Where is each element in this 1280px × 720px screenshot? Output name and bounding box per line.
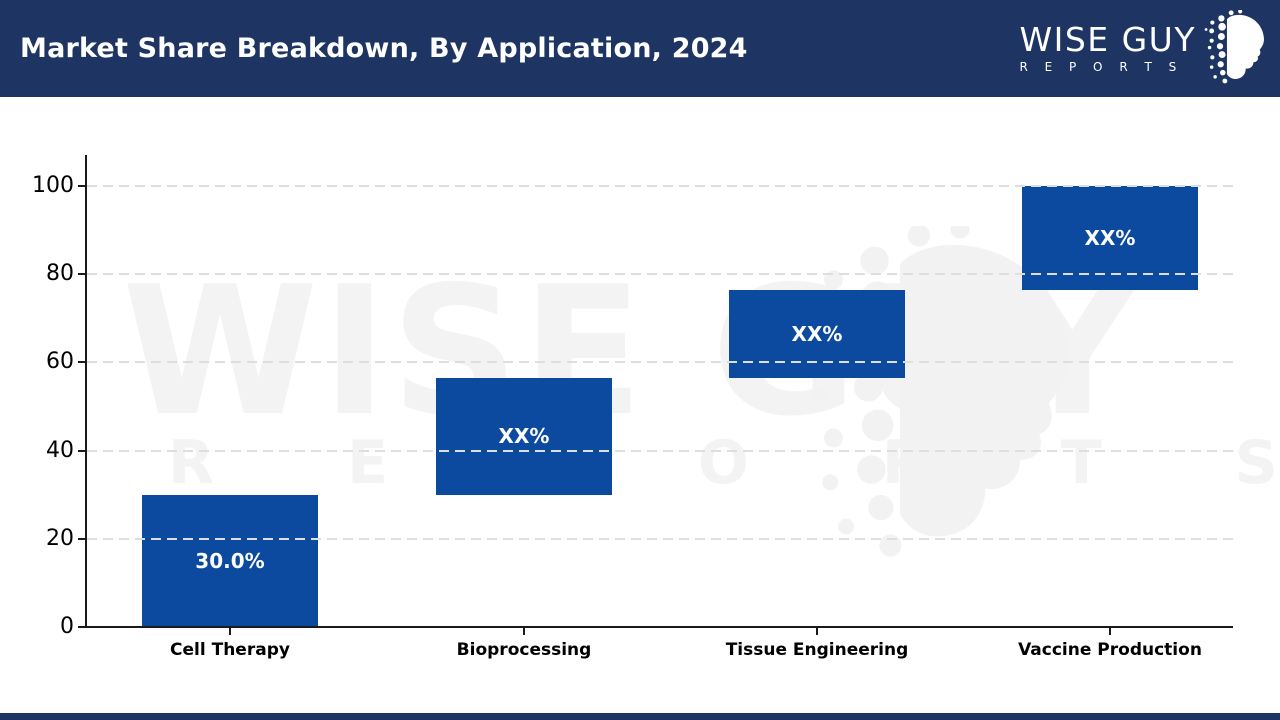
y-tick-mark	[78, 185, 86, 187]
y-tick-mark	[78, 449, 86, 452]
x-category-label: Bioprocessing	[456, 640, 592, 660]
bar-cell-therapy: 30.0%	[142, 494, 318, 627]
page-title: Market Share Breakdown, By Application, …	[20, 33, 748, 64]
bar-bioprocessing: XX%	[436, 377, 612, 495]
x-tick-mark	[1109, 628, 1111, 635]
x-tick-mark	[816, 628, 818, 635]
y-tick-mark	[78, 537, 86, 540]
bar-value-label: XX%	[498, 424, 550, 449]
y-tick-label: 60	[46, 349, 74, 375]
y-tick-label: 20	[46, 525, 74, 551]
y-tick-mark	[78, 273, 86, 276]
y-tick-mark	[78, 626, 86, 628]
header-bar: Market Share Breakdown, By Application, …	[0, 0, 1280, 97]
gridline	[87, 273, 1233, 276]
y-tick-label: 0	[60, 614, 74, 639]
x-tick-mark	[523, 628, 525, 635]
y-tick-label: 100	[32, 173, 74, 198]
y-tick-mark	[78, 361, 86, 364]
x-category-label: Cell Therapy	[170, 640, 290, 660]
x-tick-mark	[229, 628, 231, 635]
bar-value-label: XX%	[791, 321, 843, 346]
wise-guy-logo: WISE GUY R E P O R T S	[1019, 0, 1268, 97]
gridline	[87, 361, 1233, 364]
x-axis-line	[85, 626, 1233, 628]
bar-value-label: XX%	[1084, 225, 1136, 250]
x-category-label: Vaccine Production	[1018, 640, 1202, 660]
y-axis-line	[85, 155, 87, 628]
footer-bar	[0, 713, 1280, 720]
logo-name: WISE GUY	[1019, 20, 1196, 59]
dotted-face-icon	[1204, 9, 1264, 83]
bar-value-label: 30.0%	[195, 548, 265, 573]
gridline	[87, 537, 1233, 540]
bar-tissue-engineering: XX%	[729, 289, 905, 378]
watermark-reports-text: R E P O R T S	[168, 428, 1280, 498]
gridline	[87, 185, 1233, 187]
x-category-label: Tissue Engineering	[725, 640, 909, 660]
y-tick-label: 40	[46, 437, 74, 463]
y-tick-label: 80	[46, 261, 74, 287]
logo-subtitle: R E P O R T S	[1019, 60, 1183, 74]
bar-vaccine-production: XX%	[1022, 186, 1198, 290]
gridline	[87, 449, 1233, 452]
